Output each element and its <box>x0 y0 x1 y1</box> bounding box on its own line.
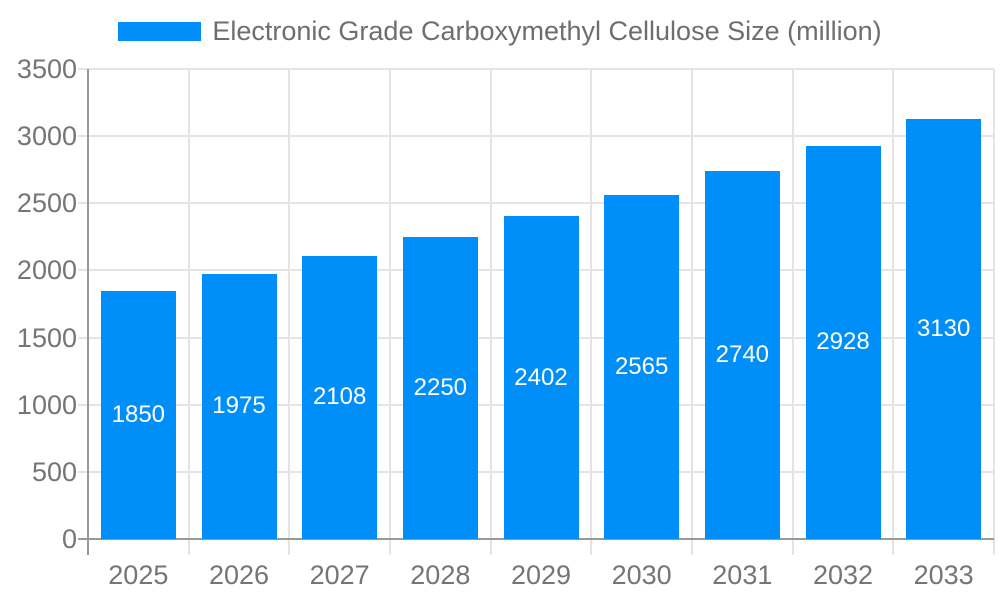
bar-2032[interactable] <box>805 145 881 539</box>
x-axis-tick-label: 2031 <box>712 560 773 590</box>
bar-2027[interactable] <box>302 255 378 539</box>
bar-2033[interactable] <box>906 118 982 539</box>
x-axis-tick-label: 2025 <box>108 560 169 590</box>
y-axis-tick-label: 1000 <box>16 389 77 420</box>
v-gridline <box>590 69 593 555</box>
bar-value-label: 1975 <box>212 392 266 420</box>
y-axis-tick-label: 3500 <box>16 54 77 84</box>
x-axis-tick-label: 2033 <box>913 560 974 590</box>
bar-2028[interactable] <box>402 236 478 539</box>
x-axis-tick-label: 2026 <box>208 560 270 590</box>
bar-value-label: 2402 <box>514 363 568 391</box>
legend-item[interactable]: Electronic Grade Carboxymethyl Cellulose… <box>118 16 882 47</box>
v-gridline <box>389 69 391 555</box>
legend-swatch-icon <box>118 22 202 41</box>
legend: Electronic Grade Carboxymethyl Cellulose… <box>0 16 1000 47</box>
y-axis-tick-label: 2000 <box>16 255 77 286</box>
bar-2025[interactable] <box>100 290 176 539</box>
x-axis-tick-label: 2032 <box>812 560 874 590</box>
v-gridline <box>187 69 190 555</box>
v-gridline <box>791 69 794 555</box>
x-axis-tick-label: 2028 <box>410 560 471 590</box>
x-axis-line <box>78 538 994 540</box>
v-gridline <box>288 69 291 555</box>
bar-value-label: 2928 <box>816 328 870 356</box>
v-gridline <box>489 69 492 555</box>
y-axis-tick-label: 0 <box>61 524 77 554</box>
h-gridline <box>78 135 994 138</box>
legend-label: Electronic Grade Carboxymethyl Cellulose… <box>212 16 882 46</box>
y-axis-tick-label: 2500 <box>16 188 77 219</box>
bar-value-label: 2740 <box>715 341 770 369</box>
y-axis-line <box>87 69 89 555</box>
y-axis-tick-label: 1500 <box>16 322 77 353</box>
bar-value-label: 2565 <box>614 352 669 380</box>
bar-value-label: 1850 <box>111 400 166 428</box>
h-gridline <box>78 68 994 70</box>
x-axis-tick-label: 2027 <box>309 560 370 590</box>
bar-value-label: 2108 <box>312 383 367 411</box>
bar-value-label: 3130 <box>916 314 971 342</box>
bar-2031[interactable] <box>704 171 780 539</box>
y-axis-tick-label: 500 <box>31 456 77 487</box>
x-axis-tick-label: 2029 <box>510 560 572 590</box>
v-gridline <box>892 69 895 555</box>
bar-2029[interactable] <box>503 216 579 539</box>
v-gridline <box>691 69 693 555</box>
v-gridline <box>993 69 995 555</box>
h-gridline <box>78 202 994 205</box>
bar-2030[interactable] <box>604 194 680 539</box>
y-axis-tick-label: 3000 <box>16 121 77 152</box>
bar-2026[interactable] <box>201 273 277 539</box>
x-axis-tick-label: 2030 <box>611 560 672 590</box>
bar-value-label: 2250 <box>413 373 468 401</box>
